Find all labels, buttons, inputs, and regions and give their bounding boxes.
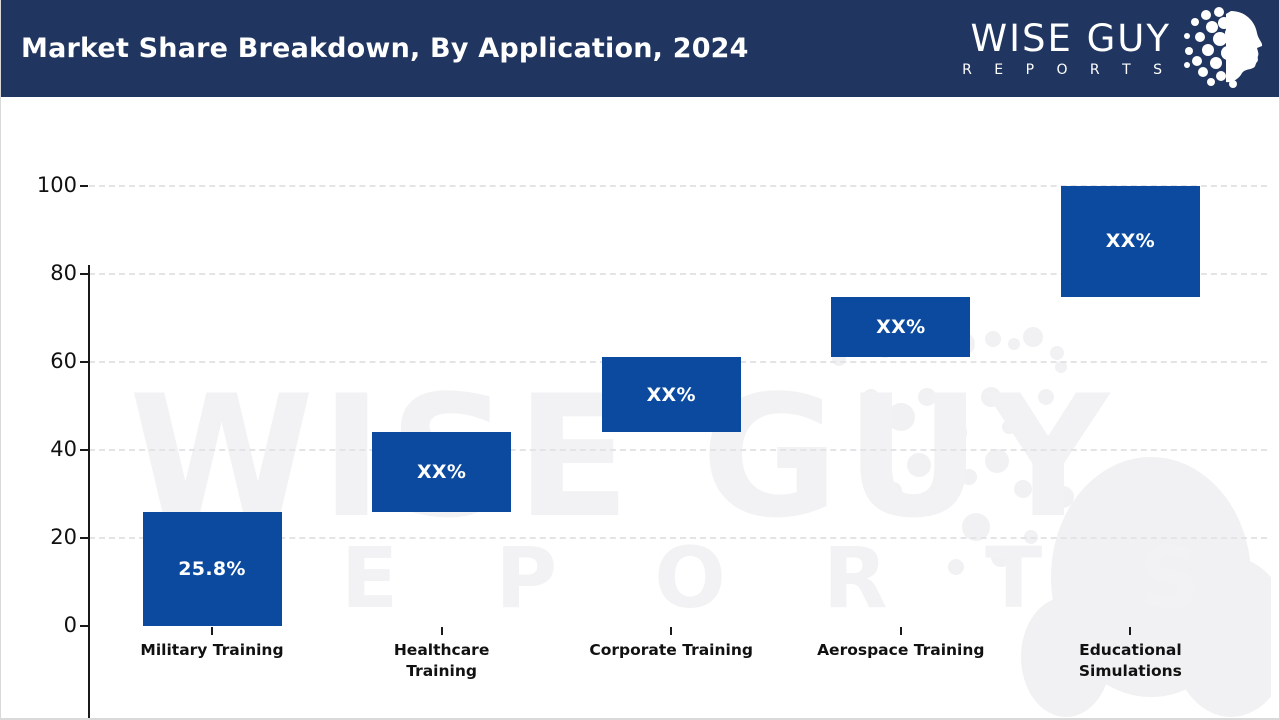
bar-corporate-training: XX% xyxy=(601,357,741,432)
y-tick-mark xyxy=(80,537,88,539)
y-tick-label: 60 xyxy=(50,349,77,373)
y-tick-mark xyxy=(80,625,88,627)
y-tick-mark xyxy=(80,185,88,187)
y-tick-label: 20 xyxy=(50,525,77,549)
bar-aerospace-training: XX% xyxy=(831,296,971,358)
gridline-100 xyxy=(89,185,1267,187)
y-axis-line xyxy=(88,265,90,718)
bar-value-label: XX% xyxy=(1105,230,1156,253)
watermark-head-icon xyxy=(832,327,1271,717)
x-tick-mark xyxy=(899,627,902,635)
x-tick-mark xyxy=(670,627,673,635)
logo-text: WISE GUY R E P O R T S xyxy=(962,16,1171,79)
x-category-label: Educational Simulations xyxy=(1078,641,1182,680)
logo-wordmark: WISE GUY xyxy=(970,16,1171,60)
page-title: Market Share Breakdown, By Application, … xyxy=(21,33,749,64)
y-tick-label: 0 xyxy=(63,613,77,637)
y-tick-label: 80 xyxy=(50,261,77,285)
bar-value-label: XX% xyxy=(416,461,467,484)
bar-healthcare-training: XX% xyxy=(372,431,512,513)
gridline-20 xyxy=(89,537,1267,539)
y-tick-mark xyxy=(80,449,88,451)
logo-subtitle: R E P O R T S xyxy=(962,61,1171,78)
plot-area: WISE GUY R E P O R T S 0 20 40 60 80 100 25.8%… xyxy=(1,97,1279,718)
y-tick-mark xyxy=(80,361,88,363)
wise-guy-logo: WISE GUY R E P O R T S xyxy=(962,6,1279,92)
x-tick-mark xyxy=(1129,627,1132,635)
y-tick-mark xyxy=(80,273,88,275)
x-category-label: Aerospace Training xyxy=(817,641,985,659)
bar-military-training: 25.8% xyxy=(142,512,282,626)
x-category-label: Military Training xyxy=(140,641,284,659)
bar-value-label: XX% xyxy=(646,383,696,406)
x-tick-mark xyxy=(211,627,213,635)
logo-head-icon xyxy=(1184,6,1263,88)
bar-value-label: 25.8% xyxy=(178,558,246,581)
y-tick-label: 40 xyxy=(50,437,77,461)
gridline-80 xyxy=(89,273,1267,275)
x-category-label: Healthcare Training xyxy=(393,641,490,680)
gridline-40 xyxy=(89,449,1267,451)
bar-value-label: XX% xyxy=(876,316,926,338)
x-tick-mark xyxy=(440,627,443,635)
watermark-text-reports: R E P O R T S xyxy=(179,529,1234,627)
y-tick-label: 100 xyxy=(36,173,77,197)
header-bar: Market Share Breakdown, By Application, … xyxy=(1,0,1279,97)
bar-educational-simulations: XX% xyxy=(1060,186,1200,297)
x-category-label: Corporate Training xyxy=(589,641,753,659)
